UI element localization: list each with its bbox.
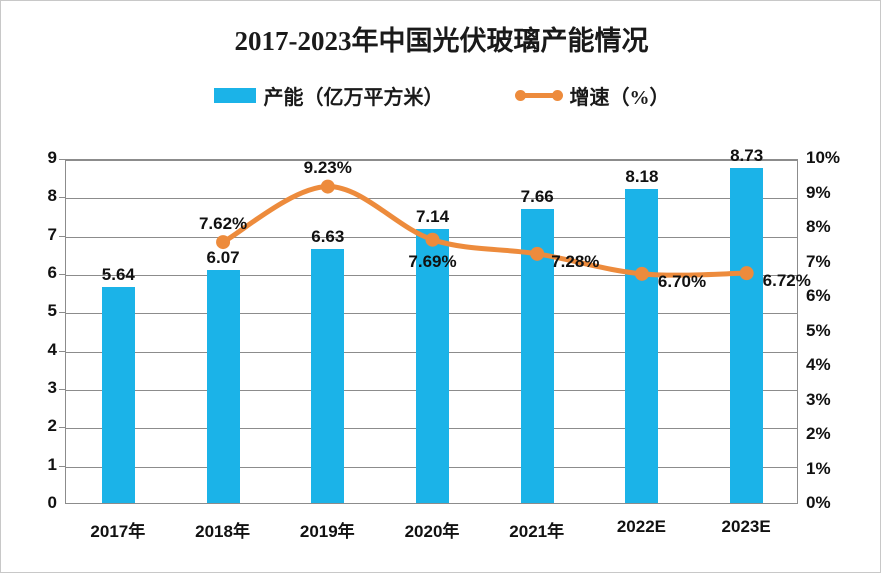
page-title: 2017-2023年中国光伏玻璃产能情况 (234, 26, 649, 56)
bar-value-label: 7.66 (520, 187, 554, 207)
bar (625, 189, 659, 503)
bar (730, 168, 764, 503)
y-axis-left-tickmark (59, 159, 65, 160)
y-axis-left-tickmark (59, 350, 65, 352)
bar (520, 209, 554, 503)
y-axis-left-tick-label: 0 (47, 493, 57, 512)
line-marker (320, 179, 335, 194)
x-axis-tick-label: 2018年 (195, 522, 250, 541)
x-axis-tick-label: 2020年 (404, 522, 460, 541)
x-axis-tick-label: 2023E (721, 517, 771, 536)
y-axis-left-tickmark (59, 274, 65, 275)
x-axis-tick-label: 2019年 (299, 522, 355, 541)
y-axis-right-tick-label: 2% (806, 424, 831, 443)
legend-item-capacity[interactable]: 产能（亿万平方米） (213, 81, 444, 110)
growth-value-label: 6.72% (762, 271, 811, 291)
bar-value-label: 6.07 (206, 248, 240, 268)
bar (206, 270, 240, 503)
y-axis-right-tick-label: 1% (806, 458, 831, 478)
y-axis-left-tickmark (59, 235, 65, 237)
y-axis-right-tick-label: 8% (806, 217, 831, 236)
growth-value-label: 7.62% (198, 214, 248, 234)
y-axis-right-tick-label: 3% (806, 389, 831, 409)
plot-area: 5.64 6.07 6.63 7.14 7.66 8.18 8.73 7.62% 9.23% 7.… (65, 146, 811, 504)
legend-line-swatch-icon (514, 88, 563, 103)
bar-value-label: 6.63 (311, 226, 345, 246)
chart-legend: 产能（亿万平方米） 增速（%） (1, 81, 880, 110)
y-axis-right-tick-label: 6% (806, 286, 831, 305)
y-axis-left-tickmark (59, 389, 65, 390)
y-axis-left-tick-label: 5 (47, 301, 57, 321)
gridline (66, 160, 797, 161)
legend-item-label: 增速（%） (569, 87, 670, 109)
y-axis-left-tickmark (59, 465, 65, 467)
y-axis-right-tick-label: 4% (806, 355, 831, 374)
legend-bar-swatch-icon (213, 88, 256, 103)
bar (311, 248, 345, 503)
y-axis-right-tick-label: 10% (806, 148, 841, 167)
bar-value-label: 7.14 (415, 207, 450, 227)
y-axis-left-tick-label: 1 (47, 454, 57, 474)
legend-item-growth[interactable]: 增速（%） (514, 81, 670, 110)
x-axis-tick-label: 2022E (616, 517, 666, 536)
y-axis-left-tick-label: 9 (47, 148, 57, 167)
x-axis-tick-label: 2017年 (90, 522, 146, 541)
y-axis-left-tick-label: 4 (47, 339, 57, 359)
y-axis-left-tick-label: 2 (47, 416, 57, 436)
bar-value-label: 8.73 (730, 146, 764, 166)
y-axis-right-tick-label: 9% (806, 182, 831, 202)
growth-value-label: 6.70% (657, 271, 707, 291)
y-axis-left-tickmark (59, 427, 65, 429)
gridline (66, 198, 797, 200)
growth-value-label: 7.28% (551, 251, 600, 271)
y-axis-left-tick-label: 6 (47, 263, 57, 282)
y-axis-left-tick-label: 3 (47, 378, 57, 397)
legend-item-label: 产能（亿万平方米） (263, 87, 444, 109)
bar-value-label: 8.18 (625, 167, 659, 187)
bar (101, 286, 135, 503)
y-axis-left-tick-label: 8 (47, 186, 57, 206)
y-axis-left-tickmark (59, 312, 65, 314)
x-axis-tick-label: 2021年 (509, 522, 565, 541)
growth-value-label: 9.23% (303, 157, 352, 177)
bar-value-label: 5.64 (101, 264, 135, 284)
y-axis-left-tick-label: 7 (47, 224, 57, 244)
y-axis-left-tickmark (59, 197, 65, 199)
growth-value-label: 7.69% (408, 251, 457, 271)
y-axis-right-tick-label: 7% (806, 251, 831, 271)
y-axis-right-tick-label: 5% (806, 320, 831, 340)
y-axis-right-tick-label: 0% (806, 493, 831, 512)
